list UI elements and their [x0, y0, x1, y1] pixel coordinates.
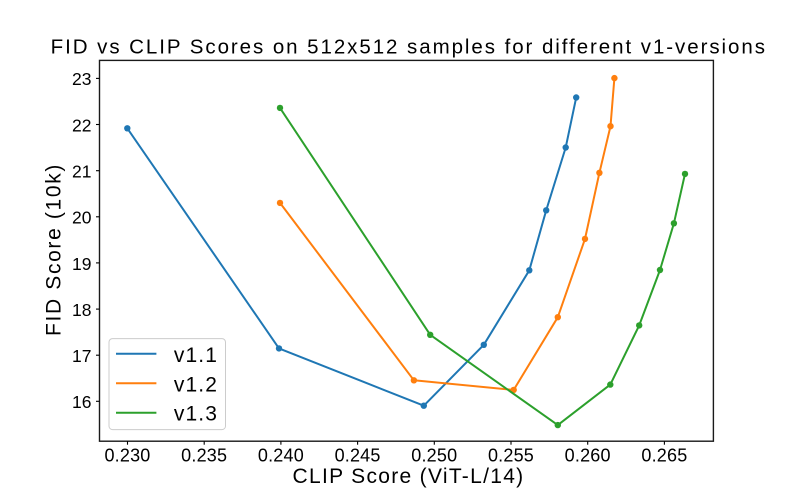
svg-text:FID vs CLIP Scores on 512x512: FID vs CLIP Scores on 512x512 samples fo… — [51, 35, 767, 58]
svg-text:v1.1: v1.1 — [174, 344, 218, 367]
svg-text:v1.2: v1.2 — [174, 373, 218, 396]
svg-text:21: 21 — [72, 162, 91, 182]
svg-text:0.235: 0.235 — [181, 446, 227, 466]
svg-text:23: 23 — [72, 69, 91, 89]
svg-text:17: 17 — [72, 346, 91, 366]
svg-text:FID Score (10k): FID Score (10k) — [43, 163, 66, 336]
svg-text:20: 20 — [72, 208, 92, 228]
svg-text:0.255: 0.255 — [488, 446, 534, 466]
svg-text:CLIP Score (ViT-L/14): CLIP Score (ViT-L/14) — [293, 465, 525, 488]
svg-text:0.250: 0.250 — [411, 446, 457, 466]
svg-text:19: 19 — [72, 254, 91, 274]
svg-text:18: 18 — [72, 300, 91, 320]
svg-text:0.245: 0.245 — [335, 446, 381, 466]
svg-text:v1.3: v1.3 — [174, 403, 218, 426]
svg-text:0.240: 0.240 — [258, 446, 304, 466]
svg-text:0.265: 0.265 — [641, 446, 687, 466]
svg-text:0.230: 0.230 — [104, 446, 150, 466]
svg-text:0.260: 0.260 — [565, 446, 611, 466]
svg-text:16: 16 — [72, 392, 91, 412]
svg-text:22: 22 — [72, 115, 91, 135]
